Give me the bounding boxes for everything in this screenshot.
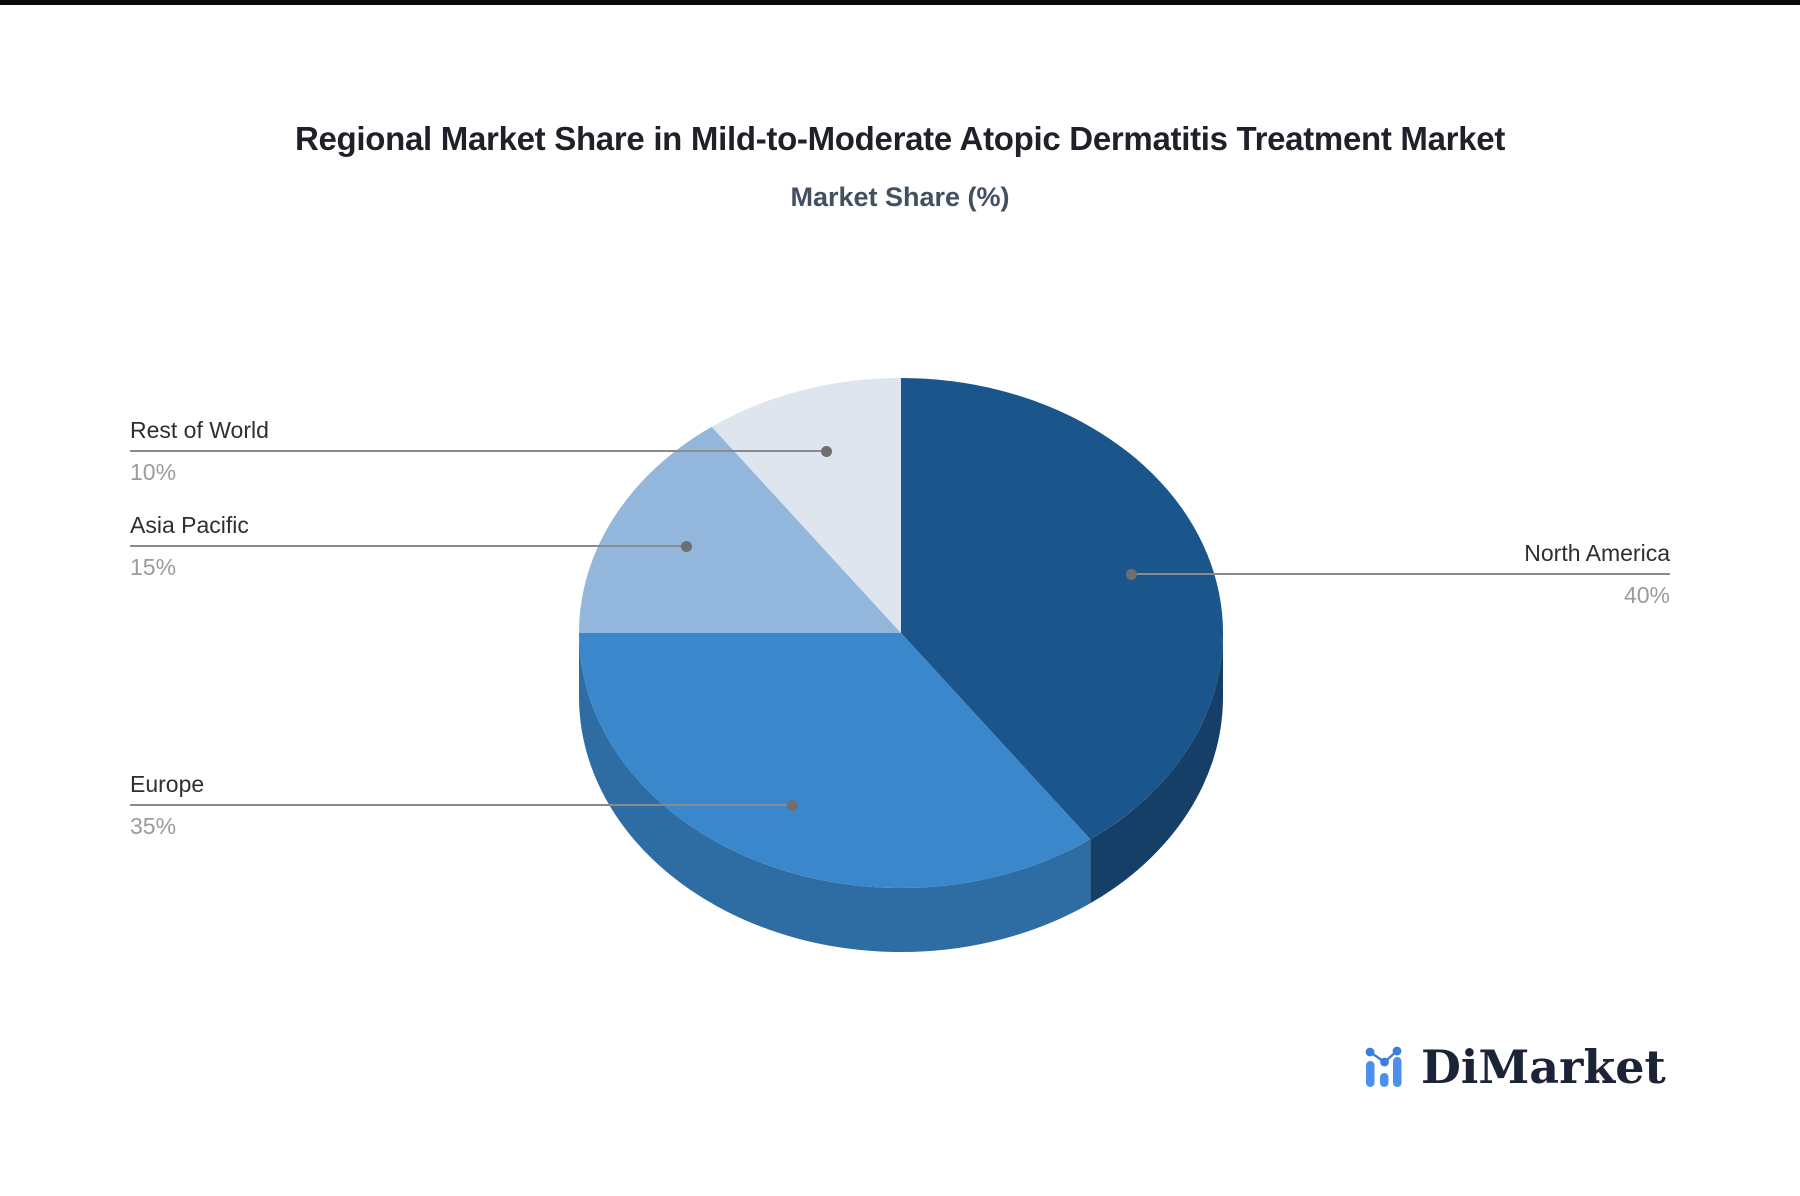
icon-dot-left — [1365, 1047, 1375, 1057]
chart-title: Regional Market Share in Mild-to-Moderat… — [294, 120, 1506, 157]
pie-slice-north-america — [901, 378, 1224, 840]
slice-percent-asia-pacific: 15% — [130, 554, 177, 580]
window-top-edge — [0, 0, 1800, 5]
icon-dot-right — [1392, 1046, 1402, 1056]
chart-subtitle: Market Share (%) — [790, 182, 1010, 212]
leader-line-asia-pacific — [130, 545, 686, 547]
slice-label-asia-pacific: Asia Pacific — [130, 512, 249, 538]
pie-slice-europe — [579, 633, 1091, 889]
leader-dot-north-america — [1126, 569, 1137, 580]
pie-slice-rest-of-world — [711, 378, 901, 633]
slice-percent-north-america: 40% — [1623, 582, 1670, 608]
leader-line-europe — [130, 804, 792, 806]
leader-dot-europe — [787, 800, 798, 811]
icon-bar-middle — [1380, 1073, 1389, 1087]
bar-line-chart-icon — [1365, 1046, 1402, 1087]
pie-side-europe — [579, 633, 1091, 953]
leader-line-rest-of-world — [130, 450, 826, 452]
icon-bar-right — [1393, 1057, 1402, 1087]
logo-text: DiMarket — [1421, 1040, 1666, 1094]
slice-percent-rest-of-world: 10% — [130, 459, 177, 485]
leader-dot-rest-of-world — [821, 446, 832, 457]
leader-dot-asia-pacific — [681, 541, 692, 552]
brand-logo: DiMarket — [1363, 1042, 1666, 1092]
slice-percent-europe: 35% — [130, 813, 177, 839]
slice-label-north-america: North America — [1524, 540, 1670, 566]
icon-dot-middle — [1380, 1057, 1389, 1067]
leader-line-north-america — [1131, 573, 1670, 575]
pie-slice-asia-pacific — [579, 426, 901, 633]
icon-bar-left — [1366, 1061, 1375, 1087]
pie-side-north-america — [1090, 633, 1223, 904]
slice-label-rest-of-world: Rest of World — [130, 417, 269, 443]
slice-label-europe: Europe — [130, 771, 205, 797]
